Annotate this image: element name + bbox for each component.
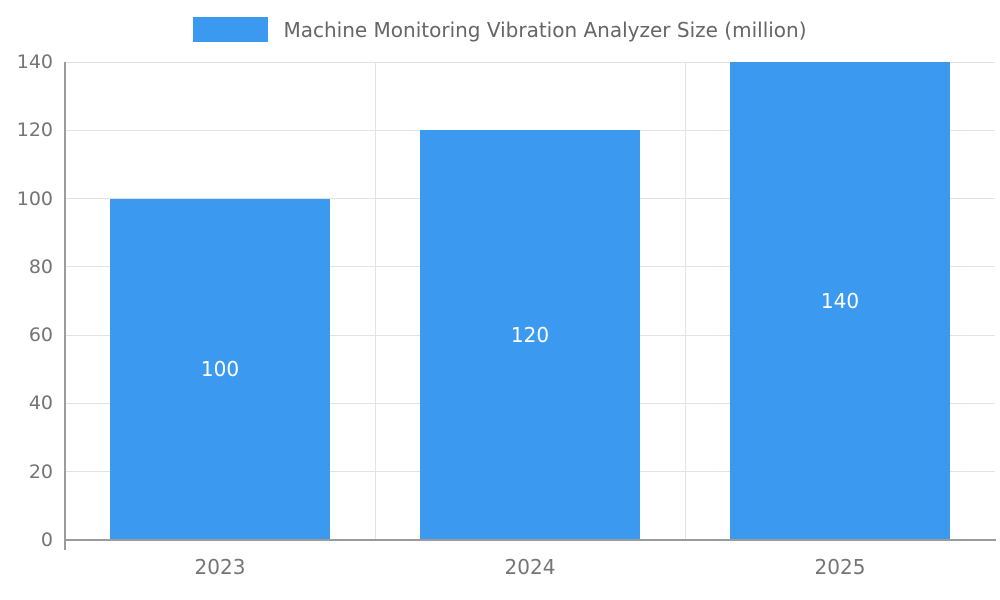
y-tick-label: 40 (28, 392, 53, 415)
bar-value-label: 120 (510, 323, 550, 348)
y-tick-label: 80 (28, 255, 53, 278)
bar-value-label: 100 (200, 357, 240, 382)
y-tick-label: 120 (16, 119, 53, 142)
v-gridline (684, 62, 686, 540)
bar-value-label: 140 (820, 289, 860, 313)
x-tick-label: 2023 (194, 555, 246, 579)
y-tick-label: 140 (16, 51, 53, 73)
v-gridline (374, 62, 376, 540)
legend: Machine Monitoring Vibration Analyzer Si… (0, 17, 1000, 42)
y-tick-label: 60 (28, 324, 53, 347)
h-gridline (65, 61, 995, 63)
legend-label: Machine Monitoring Vibration Analyzer Si… (283, 17, 807, 42)
y-tick-label: 100 (16, 187, 53, 210)
x-axis-line (64, 539, 996, 541)
x-tick-label: 2024 (504, 555, 556, 579)
y-tick-label: 0 (40, 529, 53, 551)
y-tick-label: 20 (28, 460, 53, 483)
bar (110, 198, 330, 540)
x-tick-label: 2025 (814, 555, 866, 579)
legend-swatch (193, 17, 269, 42)
y-axis-line (64, 62, 66, 550)
bar (420, 130, 640, 540)
bar (730, 62, 950, 540)
